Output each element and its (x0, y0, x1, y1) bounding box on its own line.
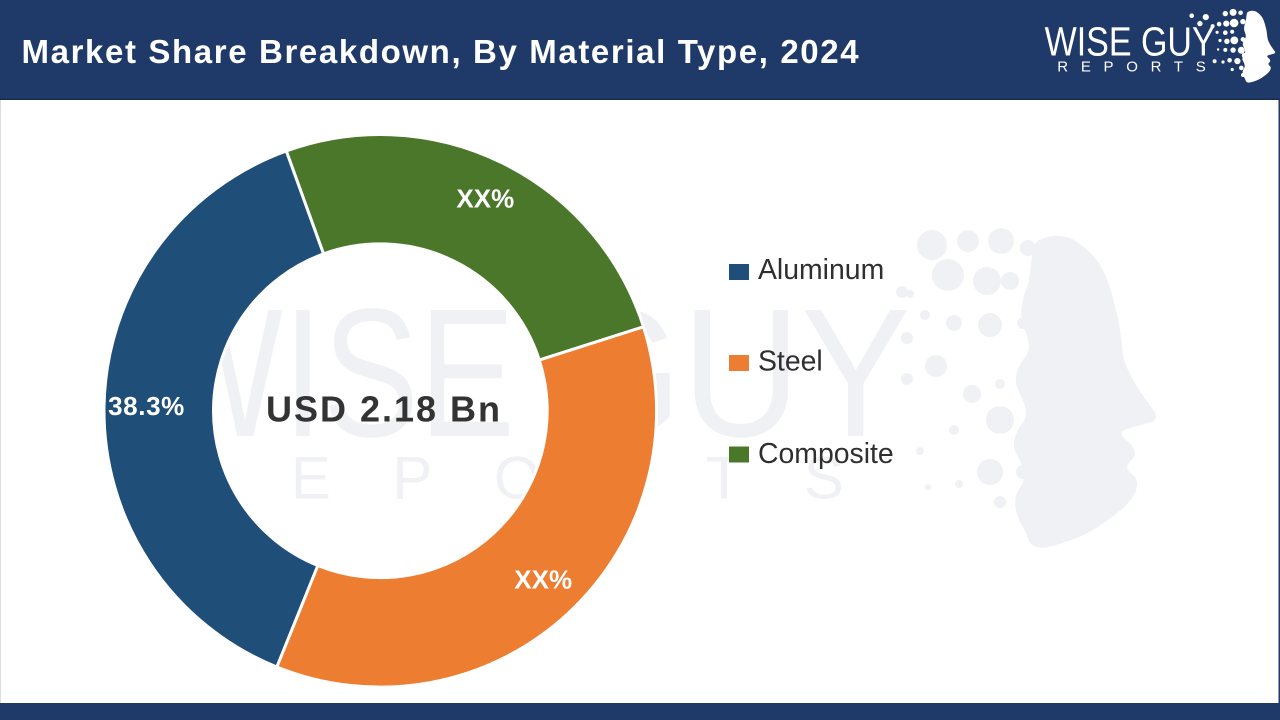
svg-text:USD 2.18 Bn: USD 2.18 Bn (266, 388, 502, 429)
svg-text:XX%: XX% (456, 183, 514, 213)
svg-text:38.3%: 38.3% (108, 391, 185, 421)
svg-text:REPORTS: REPORTS (1057, 58, 1218, 75)
svg-text:Composite: Composite (758, 438, 894, 470)
svg-text:Aluminum: Aluminum (758, 254, 884, 286)
svg-text:WISE GUY: WISE GUY (1045, 19, 1215, 64)
svg-text:Steel: Steel (758, 346, 823, 378)
svg-text:XX%: XX% (514, 565, 572, 595)
svg-text:Market Share Breakdown, By Mat: Market Share Breakdown, By Material Type… (22, 33, 861, 70)
